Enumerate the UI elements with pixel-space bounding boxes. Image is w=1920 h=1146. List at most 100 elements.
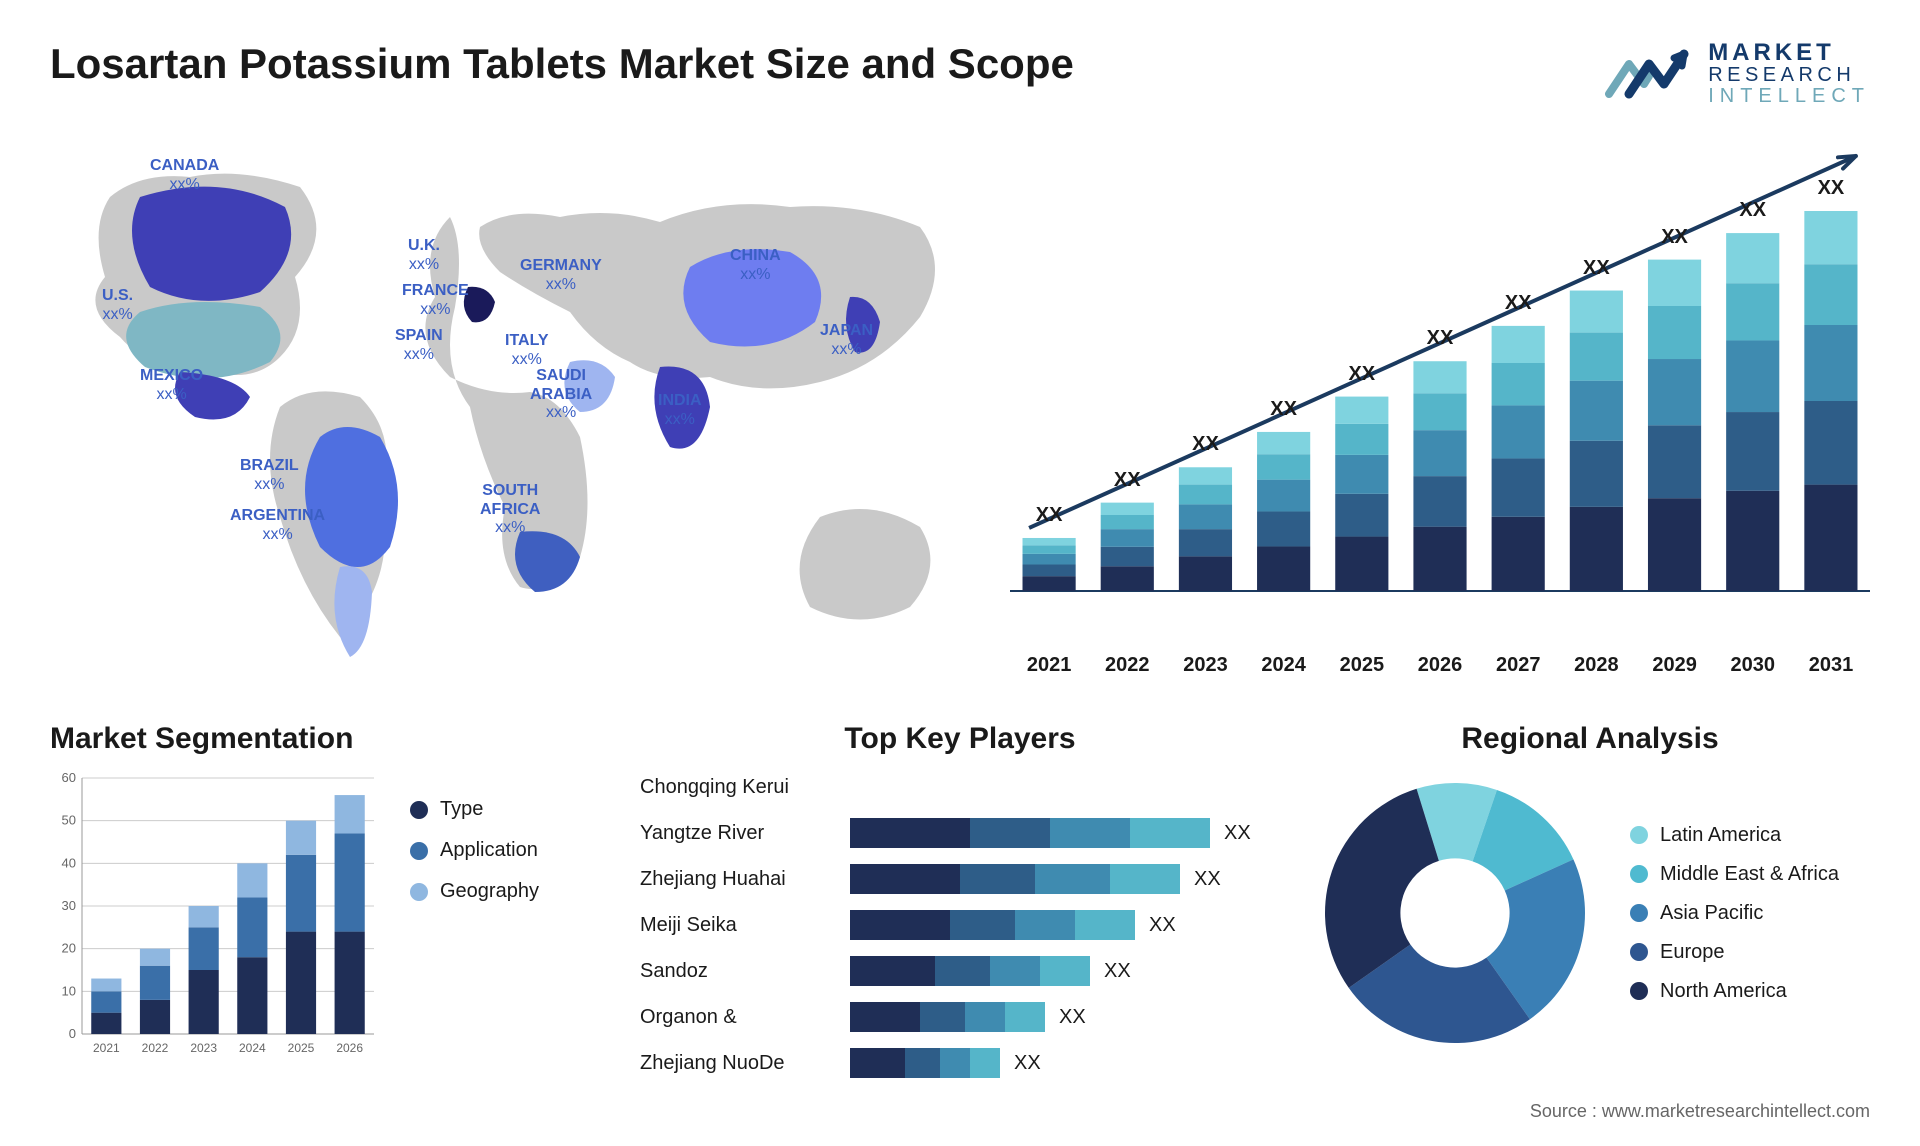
legend-label: Application bbox=[440, 839, 538, 862]
player-bar-segment bbox=[1035, 864, 1110, 894]
legend-item: North America bbox=[1630, 980, 1870, 1003]
segmentation-panel: Market Segmentation 01020304050602021202… bbox=[50, 722, 610, 1082]
map-label: ARGENTINAxx% bbox=[230, 507, 325, 544]
legend-item: Type bbox=[410, 798, 610, 821]
svg-text:20: 20 bbox=[62, 941, 76, 956]
growth-value-label: XX bbox=[1269, 398, 1299, 421]
player-bar-segment bbox=[1050, 818, 1130, 848]
player-bar-segment bbox=[850, 818, 970, 848]
player-bar-segment bbox=[970, 818, 1050, 848]
growth-year-label: 2028 bbox=[1557, 654, 1635, 677]
player-bar bbox=[850, 910, 1135, 940]
players-title: Top Key Players bbox=[640, 722, 1280, 756]
player-row: Organon &XX bbox=[640, 998, 1280, 1036]
growth-year-label: 2026 bbox=[1401, 654, 1479, 677]
player-bar-segment bbox=[1075, 910, 1135, 940]
top-row: CANADAxx%U.S.xx%MEXICOxx%BRAZILxx%ARGENT… bbox=[50, 137, 1870, 677]
legend-swatch-icon bbox=[1630, 943, 1648, 961]
growth-year-label: 2024 bbox=[1245, 654, 1323, 677]
growth-year-label: 2025 bbox=[1323, 654, 1401, 677]
legend-item: Europe bbox=[1630, 941, 1870, 964]
map-label: GERMANYxx% bbox=[520, 257, 602, 294]
segmentation-svg: 0102030405060202120222023202420252026 bbox=[50, 768, 380, 1058]
legend-swatch-icon bbox=[1630, 826, 1648, 844]
regional-legend: Latin America Middle East & Africa Asia Pa… bbox=[1630, 824, 1870, 1003]
player-bar-segment bbox=[850, 956, 935, 986]
player-bar-segment bbox=[940, 1048, 970, 1078]
legend-swatch-icon bbox=[410, 883, 428, 901]
legend-label: Middle East & Africa bbox=[1660, 863, 1839, 886]
header: Losartan Potassium Tablets Market Size a… bbox=[50, 40, 1870, 107]
growth-value-label: XX bbox=[1660, 226, 1690, 249]
growth-year-label: 2030 bbox=[1714, 654, 1792, 677]
player-name: Zhejiang Huahai bbox=[640, 868, 850, 891]
player-bar-segment bbox=[850, 910, 950, 940]
player-bar-segment bbox=[850, 864, 960, 894]
map-label: FRANCExx% bbox=[402, 282, 469, 319]
regional-panel: Regional Analysis Latin America Middle Ea… bbox=[1310, 722, 1870, 1082]
player-bar bbox=[850, 1002, 1045, 1032]
page-title: Losartan Potassium Tablets Market Size a… bbox=[50, 40, 1074, 88]
regional-donut bbox=[1310, 768, 1600, 1058]
svg-text:2023: 2023 bbox=[190, 1041, 217, 1055]
player-name: Zhejiang NuoDe bbox=[640, 1052, 850, 1075]
player-bar-segment bbox=[990, 956, 1040, 986]
growth-year-label: 2021 bbox=[1010, 654, 1088, 677]
map-label: ITALYxx% bbox=[505, 332, 549, 369]
svg-text:2024: 2024 bbox=[239, 1041, 266, 1055]
donut-svg bbox=[1310, 768, 1600, 1058]
player-bar-segment bbox=[1005, 1002, 1045, 1032]
logo-line2: RESEARCH bbox=[1708, 65, 1870, 86]
legend-item: Latin America bbox=[1630, 824, 1870, 847]
player-bar-segment bbox=[1015, 910, 1075, 940]
regional-title: Regional Analysis bbox=[1310, 722, 1870, 756]
map-label: INDIAxx% bbox=[658, 392, 702, 429]
legend-label: Latin America bbox=[1660, 824, 1781, 847]
legend-swatch-icon bbox=[410, 842, 428, 860]
player-bar-segment bbox=[920, 1002, 965, 1032]
player-bar-segment bbox=[850, 1048, 905, 1078]
player-value: XX bbox=[1059, 1006, 1086, 1029]
legend-label: Geography bbox=[440, 880, 539, 903]
legend-item: Application bbox=[410, 839, 610, 862]
world-map: CANADAxx%U.S.xx%MEXICOxx%BRAZILxx%ARGENT… bbox=[50, 137, 970, 677]
logo-line1: MARKET bbox=[1708, 40, 1870, 65]
player-name: Sandoz bbox=[640, 960, 850, 983]
player-name: Yangtze River bbox=[640, 822, 850, 845]
map-label: SAUDIARABIAxx% bbox=[530, 367, 592, 422]
player-row: Meiji SeikaXX bbox=[640, 906, 1280, 944]
players-panel: Top Key Players Chongqing Kerui Yangtze R… bbox=[640, 722, 1280, 1082]
world-map-svg bbox=[50, 137, 970, 677]
growth-year-label: 2029 bbox=[1636, 654, 1714, 677]
source-text: Source : www.marketresearchintellect.com bbox=[1530, 1101, 1870, 1122]
svg-text:10: 10 bbox=[62, 984, 76, 999]
player-value: XX bbox=[1149, 914, 1176, 937]
legend-label: North America bbox=[1660, 980, 1787, 1003]
svg-text:40: 40 bbox=[62, 856, 76, 871]
player-bar-segment bbox=[850, 1002, 920, 1032]
segmentation-chart: 0102030405060202120222023202420252026 bbox=[50, 768, 380, 1058]
player-name: Chongqing Kerui bbox=[640, 776, 850, 799]
logo-text: MARKET RESEARCH INTELLECT bbox=[1708, 40, 1870, 107]
player-row: Yangtze River XX bbox=[640, 814, 1280, 852]
growth-value-label: XX bbox=[1190, 433, 1220, 456]
legend-label: Europe bbox=[1660, 941, 1725, 964]
map-label: SPAINxx% bbox=[395, 327, 443, 364]
svg-text:2021: 2021 bbox=[93, 1041, 120, 1055]
player-bar bbox=[850, 1048, 1000, 1078]
legend-item: Middle East & Africa bbox=[1630, 863, 1870, 886]
player-bar-segment bbox=[1040, 956, 1090, 986]
player-value: XX bbox=[1224, 822, 1251, 845]
legend-item: Asia Pacific bbox=[1630, 902, 1870, 925]
growth-value-label: XX bbox=[1425, 327, 1455, 350]
player-bar bbox=[850, 864, 1180, 894]
player-row: SandozXX bbox=[640, 952, 1280, 990]
legend-label: Asia Pacific bbox=[1660, 902, 1763, 925]
svg-text:2026: 2026 bbox=[336, 1041, 363, 1055]
brand-logo: MARKET RESEARCH INTELLECT bbox=[1604, 40, 1870, 107]
legend-swatch-icon bbox=[410, 801, 428, 819]
player-bar-segment bbox=[960, 864, 1035, 894]
growth-year-label: 2031 bbox=[1792, 654, 1870, 677]
svg-text:2025: 2025 bbox=[288, 1041, 315, 1055]
map-label: CANADAxx% bbox=[150, 157, 219, 194]
